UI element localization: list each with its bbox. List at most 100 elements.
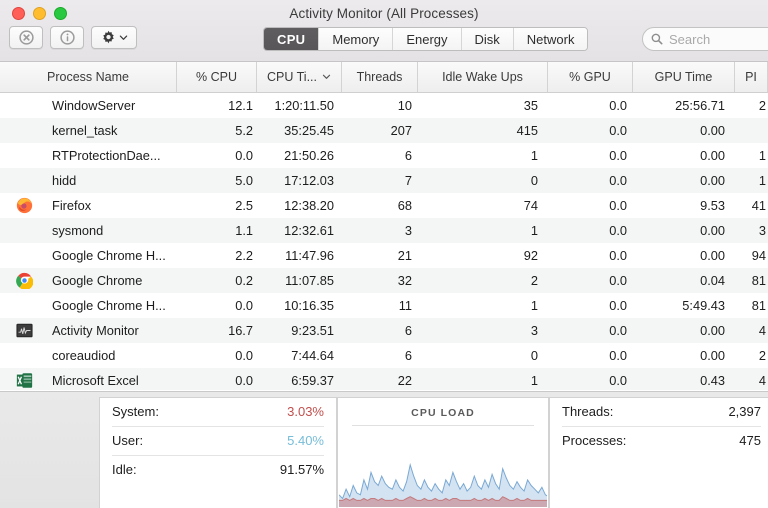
cell-threads: 11 bbox=[398, 298, 412, 313]
table-row[interactable]: Microsoft Excel 0.0 6:59.37 22 1 0.0 0.43 4 bbox=[0, 368, 768, 390]
cell-gputime: 0.00 bbox=[700, 148, 725, 163]
cell-idlewake: 3 bbox=[530, 323, 538, 338]
cpu-stat-value: 5.40% bbox=[287, 433, 324, 448]
cpu-stat-label: System: bbox=[112, 404, 159, 419]
table-row[interactable]: kernel_task 5.2 35:25.45 207 415 0.0 0.00 bbox=[0, 118, 768, 143]
cell-threads: 10 bbox=[397, 98, 412, 113]
cell-idlewake: 0 bbox=[530, 348, 538, 363]
table-row[interactable]: RTProtectionDae... 0.0 21:50.26 6 1 0.0 0.00 1 bbox=[0, 143, 768, 168]
search-input[interactable]: Search bbox=[669, 31, 711, 47]
cell-gputime: 0.00 bbox=[700, 223, 725, 238]
column-header-label: % CPU bbox=[196, 70, 237, 84]
minimize-window-button[interactable] bbox=[33, 7, 46, 20]
table-row[interactable]: coreaudiod 0.0 7:44.64 6 0 0.0 0.00 2 bbox=[0, 343, 768, 368]
search-field[interactable]: Search bbox=[642, 27, 768, 51]
process-name: kernel_task bbox=[52, 123, 118, 138]
cpu-stats-card: System: 3.03% User: 5.40% Idle: 91.57% bbox=[99, 397, 337, 508]
table-row[interactable]: Firefox 2.5 12:38.20 68 74 0.0 9.53 41 bbox=[0, 193, 768, 218]
cell-pid: 81 bbox=[751, 273, 766, 288]
quit-process-button[interactable] bbox=[9, 26, 43, 49]
tab-memory[interactable]: Memory bbox=[319, 28, 394, 50]
maximize-window-button[interactable] bbox=[54, 7, 67, 20]
cell-threads: 207 bbox=[390, 123, 412, 138]
cell-pid: 81 bbox=[751, 298, 766, 313]
cell-pid: 2 bbox=[758, 98, 766, 113]
column-header-idlewake[interactable]: Idle Wake Ups bbox=[418, 62, 548, 92]
column-header-gpu[interactable]: % GPU bbox=[548, 62, 633, 92]
cell-cputime: 7:44.64 bbox=[291, 348, 334, 363]
cell-cpu: 2.2 bbox=[235, 248, 253, 263]
column-header-threads[interactable]: Threads bbox=[342, 62, 418, 92]
column-header-pid[interactable]: PI bbox=[735, 62, 768, 92]
cell-gpu: 0.0 bbox=[609, 323, 627, 338]
column-header-label: Idle Wake Ups bbox=[442, 70, 523, 84]
window-title: Activity Monitor (All Processes) bbox=[289, 6, 479, 21]
table-row[interactable]: Google Chrome H... 0.0 10:16.35 11 1 0.0 5:49.… bbox=[0, 293, 768, 318]
cell-cputime: 11:07.85 bbox=[285, 273, 334, 288]
cell-gpu: 0.0 bbox=[609, 273, 627, 288]
tab-network[interactable]: Network bbox=[513, 28, 588, 50]
table-row[interactable]: WindowServer 12.1 1:20:11.50 10 35 0.0 25:56.7… bbox=[0, 93, 768, 118]
count-label: Threads: bbox=[562, 404, 614, 419]
column-header-name[interactable]: Process Name bbox=[0, 62, 177, 92]
info-icon bbox=[59, 30, 75, 45]
cell-gputime: 0.00 bbox=[700, 323, 725, 338]
cell-cpu: 0.0 bbox=[235, 148, 253, 163]
inspect-process-button[interactable] bbox=[50, 26, 84, 49]
table-row[interactable]: sysmond 1.1 12:32.61 3 1 0.0 0.00 3 bbox=[0, 218, 768, 243]
toolbar-button-group bbox=[9, 26, 137, 49]
cell-idlewake: 92 bbox=[523, 248, 538, 263]
activity-monitor-icon bbox=[16, 323, 33, 338]
cell-idlewake: 1 bbox=[530, 298, 538, 313]
cell-pid: 1 bbox=[758, 148, 766, 163]
cell-threads: 21 bbox=[397, 248, 412, 263]
table-row[interactable]: Google Chrome 0.2 11:07.85 32 2 0.0 0.04 81 bbox=[0, 268, 768, 293]
cell-gputime: 9.53 bbox=[700, 198, 725, 213]
column-header-label: CPU Ti... bbox=[266, 70, 317, 84]
divider bbox=[352, 425, 534, 426]
cell-gpu: 0.0 bbox=[609, 148, 627, 163]
cell-cpu: 2.5 bbox=[235, 198, 253, 213]
cpu-load-sparkline bbox=[339, 462, 547, 507]
column-header-cpu[interactable]: % CPU bbox=[177, 62, 257, 92]
cell-gpu: 0.0 bbox=[609, 198, 627, 213]
process-table[interactable]: WindowServer 12.1 1:20:11.50 10 35 0.0 25:56.7… bbox=[0, 93, 768, 390]
cell-gputime: 0.00 bbox=[700, 348, 725, 363]
cell-cpu: 5.0 bbox=[235, 173, 253, 188]
table-row[interactable]: Google Chrome H... 2.2 11:47.96 21 92 0.0 0.00… bbox=[0, 243, 768, 268]
process-name: hidd bbox=[52, 173, 77, 188]
cpu-stat-row: System: 3.03% bbox=[112, 398, 324, 427]
tab-disk[interactable]: Disk bbox=[461, 28, 514, 50]
cell-threads: 6 bbox=[404, 148, 412, 163]
cell-cputime: 12:32.61 bbox=[284, 223, 334, 238]
cell-gputime: 5:49.43 bbox=[682, 298, 725, 313]
column-header-cputime[interactable]: CPU Ti... bbox=[257, 62, 342, 92]
tab-cpu[interactable]: CPU bbox=[264, 28, 320, 50]
cell-gputime: 0.43 bbox=[700, 373, 725, 388]
close-window-button[interactable] bbox=[12, 7, 25, 20]
column-header-label: % GPU bbox=[569, 70, 611, 84]
cell-cpu: 1.1 bbox=[235, 223, 253, 238]
cell-cputime: 9:23.51 bbox=[291, 323, 334, 338]
cell-gpu: 0.0 bbox=[609, 98, 627, 113]
cell-cputime: 17:12.03 bbox=[284, 173, 334, 188]
table-row[interactable]: hidd 5.0 17:12.03 7 0 0.0 0.00 1 bbox=[0, 168, 768, 193]
column-header-gputime[interactable]: GPU Time bbox=[633, 62, 735, 92]
cpu-stat-value: 91.57% bbox=[279, 462, 324, 477]
cell-pid bbox=[735, 118, 766, 143]
table-row[interactable]: Activity Monitor 16.7 9:23.51 6 3 0.0 0.00 4 bbox=[0, 318, 768, 343]
cell-gpu: 0.0 bbox=[609, 248, 627, 263]
process-name: Activity Monitor bbox=[52, 323, 139, 338]
cell-cpu: 0.2 bbox=[235, 273, 253, 288]
cell-pid: 41 bbox=[751, 198, 766, 213]
view-tab-group[interactable]: CPU Memory Energy Disk Network bbox=[263, 27, 589, 51]
tab-energy[interactable]: Energy bbox=[393, 28, 462, 50]
view-options-button[interactable] bbox=[91, 26, 137, 49]
cell-gputime: 0.00 bbox=[700, 248, 725, 263]
cpu-load-graph bbox=[339, 445, 547, 507]
cell-gpu: 0.0 bbox=[609, 223, 627, 238]
cpu-stat-row: Idle: 91.57% bbox=[112, 456, 324, 484]
cpu-load-title: CPU LOAD bbox=[411, 407, 475, 419]
cell-cpu: 12.1 bbox=[228, 98, 253, 113]
cell-threads: 6 bbox=[404, 348, 412, 363]
